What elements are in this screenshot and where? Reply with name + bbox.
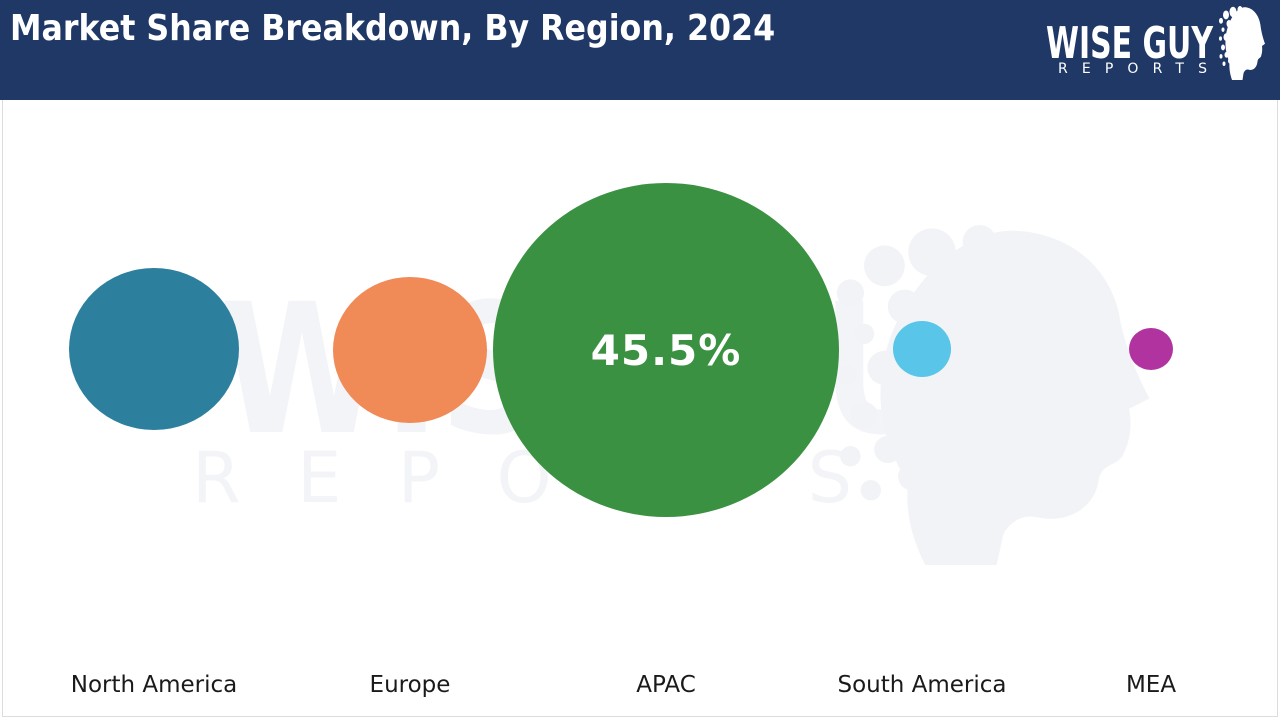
category-label-north-america: North America <box>70 672 238 698</box>
bubble-south-america <box>893 321 951 377</box>
bubble-europe <box>333 277 487 423</box>
bubble-north-america <box>69 268 239 430</box>
bubble-apac: 45.5% <box>493 183 839 517</box>
bubble-mea <box>1129 328 1173 370</box>
logo-wordmark: WISE GUY <box>1046 18 1214 69</box>
category-label-mea: MEA <box>1125 672 1177 698</box>
bubble-value-label: 45.5% <box>590 325 742 375</box>
category-label-south-america: South America <box>837 672 1007 698</box>
page-title: Market Share Breakdown, By Region, 2024 <box>10 8 776 49</box>
category-label-apac: APAC <box>636 672 696 698</box>
wise-guy-logo: WISE GUY REPORTS <box>1046 6 1265 80</box>
header-bar: Market Share Breakdown, By Region, 2024 … <box>0 0 1280 100</box>
category-label-europe: Europe <box>369 672 451 698</box>
